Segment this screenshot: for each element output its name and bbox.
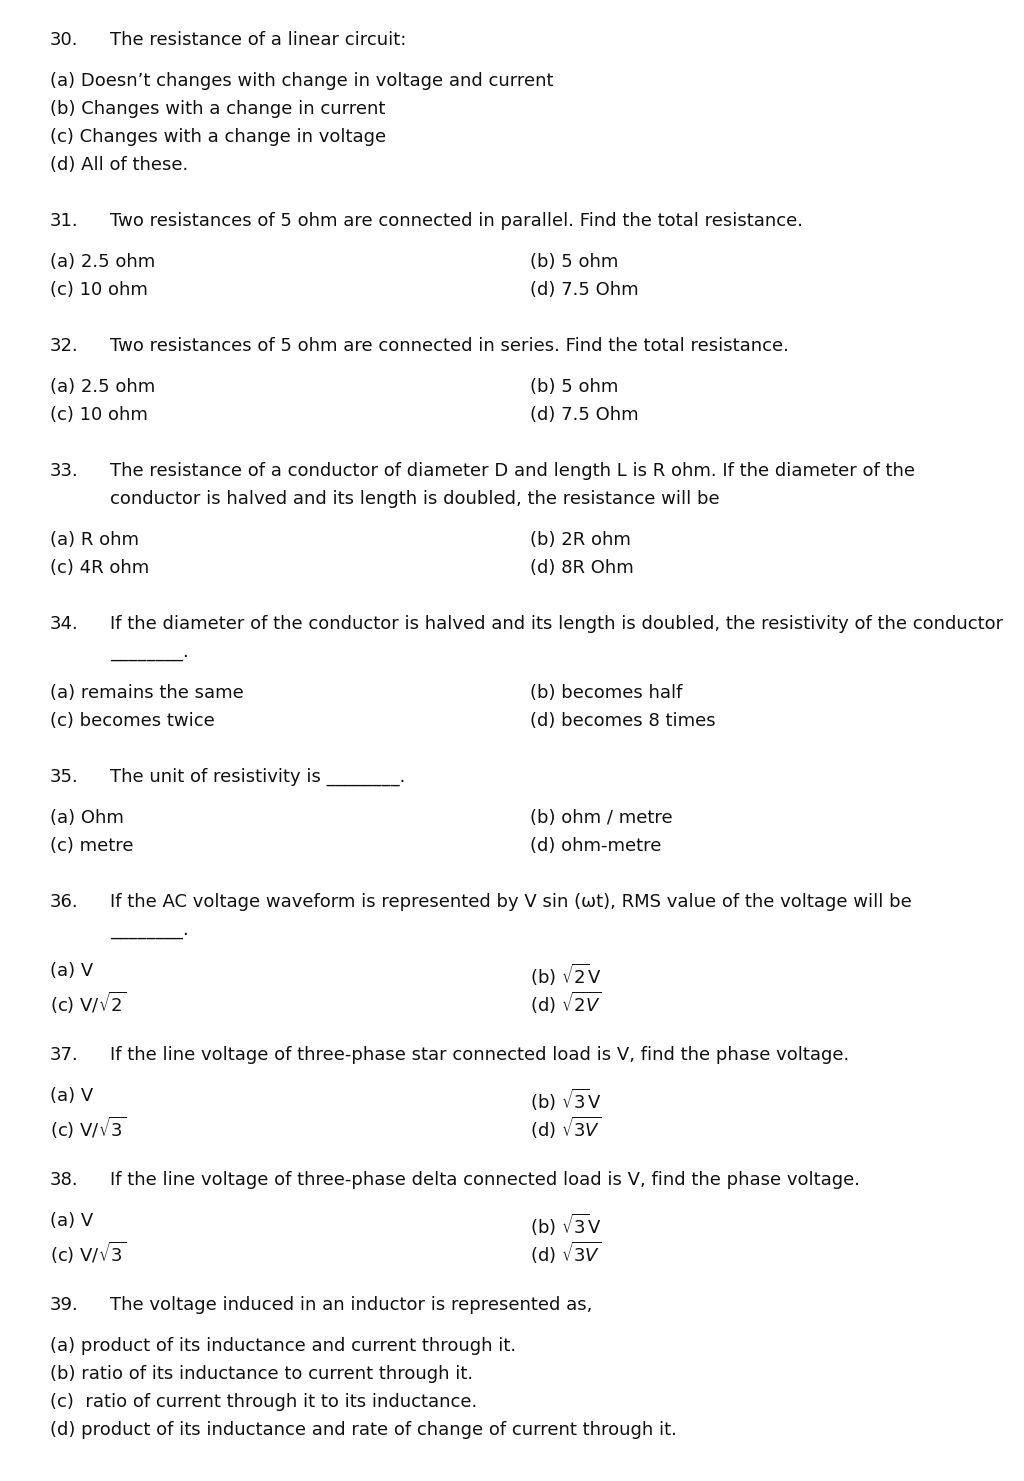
Text: (b) ohm / metre: (b) ohm / metre bbox=[530, 809, 673, 826]
Text: (a) V: (a) V bbox=[50, 963, 93, 980]
Text: If the AC voltage waveform is represented by V sin (ωt), RMS value of the voltag: If the AC voltage waveform is represente… bbox=[110, 893, 911, 911]
Text: (c)  ratio of current through it to its inductance.: (c) ratio of current through it to its i… bbox=[50, 1394, 477, 1411]
Text: The unit of resistivity is ________.: The unit of resistivity is ________. bbox=[110, 769, 406, 786]
Text: (c) 4R ohm: (c) 4R ohm bbox=[50, 558, 150, 578]
Text: (d) becomes 8 times: (d) becomes 8 times bbox=[530, 712, 716, 730]
Text: (c) 10 ohm: (c) 10 ohm bbox=[50, 406, 147, 424]
Text: 32.: 32. bbox=[50, 338, 79, 355]
Text: (c) becomes twice: (c) becomes twice bbox=[50, 712, 215, 730]
Text: 30.: 30. bbox=[50, 31, 79, 49]
Text: (a) R ohm: (a) R ohm bbox=[50, 532, 139, 549]
Text: (a) V: (a) V bbox=[50, 1211, 93, 1231]
Text: (a) V: (a) V bbox=[50, 1087, 93, 1105]
Text: 37.: 37. bbox=[50, 1046, 79, 1063]
Text: (b) $\sqrt{3}$V: (b) $\sqrt{3}$V bbox=[530, 1087, 602, 1114]
Text: (c) V/$\sqrt{2}$: (c) V/$\sqrt{2}$ bbox=[50, 989, 126, 1016]
Text: (d) All of these.: (d) All of these. bbox=[50, 156, 188, 173]
Text: (d) ohm-metre: (d) ohm-metre bbox=[530, 837, 662, 855]
Text: (d) 8R Ohm: (d) 8R Ohm bbox=[530, 558, 634, 578]
Text: 33.: 33. bbox=[50, 462, 79, 480]
Text: If the diameter of the conductor is halved and its length is doubled, the resist: If the diameter of the conductor is halv… bbox=[110, 615, 1004, 632]
Text: If the line voltage of three-phase delta connected load is V, find the phase vol: If the line voltage of three-phase delta… bbox=[110, 1171, 860, 1189]
Text: (d) $\sqrt{3V}$: (d) $\sqrt{3V}$ bbox=[530, 1115, 601, 1140]
Text: (c) 10 ohm: (c) 10 ohm bbox=[50, 281, 147, 299]
Text: 39.: 39. bbox=[50, 1296, 79, 1314]
Text: (a) product of its inductance and current through it.: (a) product of its inductance and curren… bbox=[50, 1337, 516, 1355]
Text: (d) product of its inductance and rate of change of current through it.: (d) product of its inductance and rate o… bbox=[50, 1420, 677, 1440]
Text: 36.: 36. bbox=[50, 893, 79, 911]
Text: (a) Ohm: (a) Ohm bbox=[50, 809, 124, 826]
Text: 38.: 38. bbox=[50, 1171, 79, 1189]
Text: The resistance of a conductor of diameter D and length L is R ohm. If the diamet: The resistance of a conductor of diamete… bbox=[110, 462, 915, 480]
Text: (b) $\sqrt{2}$V: (b) $\sqrt{2}$V bbox=[530, 963, 602, 988]
Text: conductor is halved and its length is doubled, the resistance will be: conductor is halved and its length is do… bbox=[110, 490, 720, 508]
Text: (d) 7.5 Ohm: (d) 7.5 Ohm bbox=[530, 281, 639, 299]
Text: (a) 2.5 ohm: (a) 2.5 ohm bbox=[50, 378, 156, 395]
Text: (b) ratio of its inductance to current through it.: (b) ratio of its inductance to current t… bbox=[50, 1365, 473, 1383]
Text: (c) V/$\sqrt{3}$: (c) V/$\sqrt{3}$ bbox=[50, 1115, 126, 1140]
Text: ________.: ________. bbox=[110, 921, 188, 939]
Text: (d) $\sqrt{2V}$: (d) $\sqrt{2V}$ bbox=[530, 989, 602, 1016]
Text: 31.: 31. bbox=[50, 212, 79, 230]
Text: (c) Changes with a change in voltage: (c) Changes with a change in voltage bbox=[50, 127, 386, 147]
Text: (a) remains the same: (a) remains the same bbox=[50, 684, 244, 702]
Text: (a) Doesn’t changes with change in voltage and current: (a) Doesn’t changes with change in volta… bbox=[50, 73, 554, 90]
Text: (b) becomes half: (b) becomes half bbox=[530, 684, 682, 702]
Text: Two resistances of 5 ohm are connected in parallel. Find the total resistance.: Two resistances of 5 ohm are connected i… bbox=[110, 212, 803, 230]
Text: (a) 2.5 ohm: (a) 2.5 ohm bbox=[50, 253, 156, 271]
Text: (b) $\sqrt{3}$V: (b) $\sqrt{3}$V bbox=[530, 1211, 602, 1238]
Text: Two resistances of 5 ohm are connected in series. Find the total resistance.: Two resistances of 5 ohm are connected i… bbox=[110, 338, 788, 355]
Text: (c) metre: (c) metre bbox=[50, 837, 133, 855]
Text: (d) $\sqrt{3V}$: (d) $\sqrt{3V}$ bbox=[530, 1240, 601, 1266]
Text: The resistance of a linear circuit:: The resistance of a linear circuit: bbox=[110, 31, 407, 49]
Text: (b) 5 ohm: (b) 5 ohm bbox=[530, 378, 618, 395]
Text: 35.: 35. bbox=[50, 769, 79, 786]
Text: ________.: ________. bbox=[110, 643, 188, 661]
Text: If the line voltage of three-phase star connected load is V, find the phase volt: If the line voltage of three-phase star … bbox=[110, 1046, 849, 1063]
Text: (c) V/$\sqrt{3}$: (c) V/$\sqrt{3}$ bbox=[50, 1240, 126, 1266]
Text: The voltage induced in an inductor is represented as,: The voltage induced in an inductor is re… bbox=[110, 1296, 592, 1314]
Text: (b) 2R ohm: (b) 2R ohm bbox=[530, 532, 631, 549]
Text: 34.: 34. bbox=[50, 615, 79, 632]
Text: (b) 5 ohm: (b) 5 ohm bbox=[530, 253, 618, 271]
Text: (b) Changes with a change in current: (b) Changes with a change in current bbox=[50, 101, 385, 118]
Text: (d) 7.5 Ohm: (d) 7.5 Ohm bbox=[530, 406, 639, 424]
